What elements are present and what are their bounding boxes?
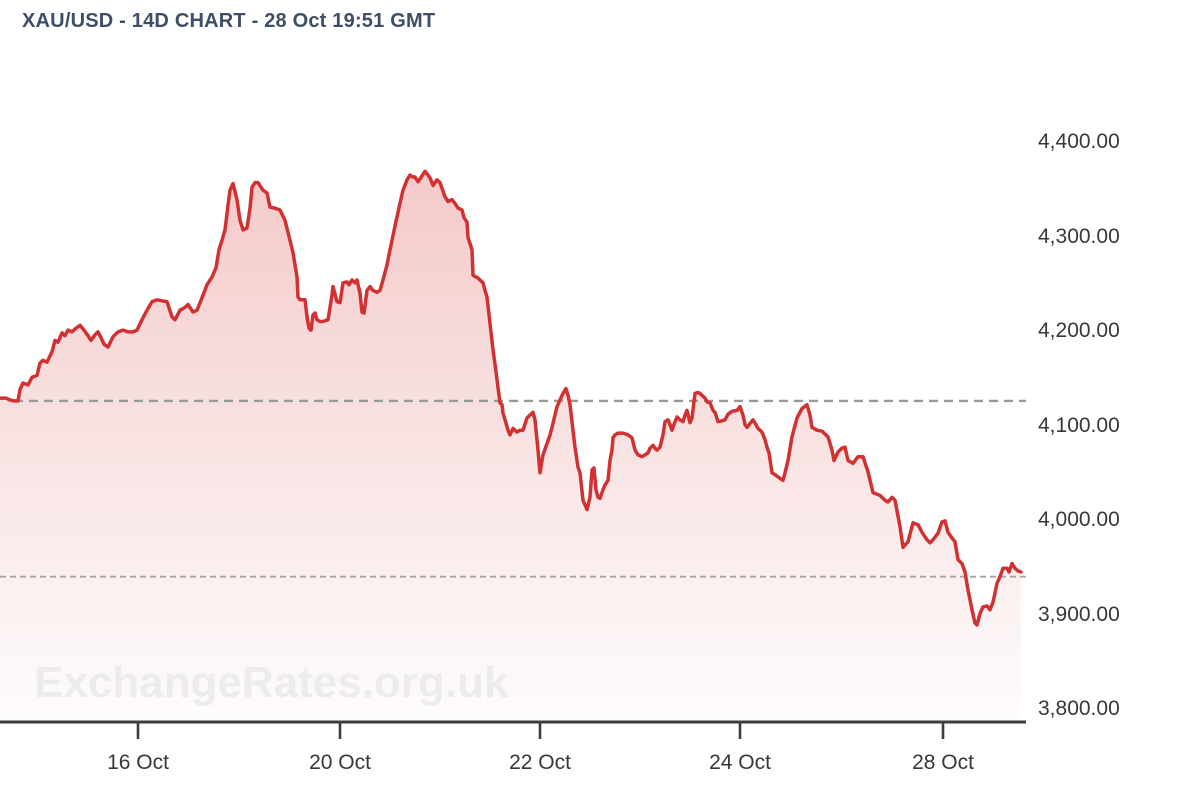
x-axis-label: 28 Oct <box>912 751 974 774</box>
chart-title: XAU/USD - 14D CHART - 28 Oct 19:51 GMT <box>22 10 436 32</box>
x-axis-label: 22 Oct <box>509 751 571 774</box>
x-axis-label: 20 Oct <box>309 751 371 774</box>
y-axis-label: 4,100.00 <box>1038 413 1120 437</box>
y-axis-label: 4,400.00 <box>1038 130 1120 153</box>
price-area <box>0 171 1021 722</box>
x-axis-label: 24 Oct <box>709 751 771 774</box>
price-line <box>0 169 1023 627</box>
y-axis-label: 3,900.00 <box>1038 602 1120 626</box>
y-axis-label: 4,000.00 <box>1038 508 1120 531</box>
y-axis-label: 4,300.00 <box>1038 224 1120 248</box>
y-axis-label: 4,200.00 <box>1038 319 1120 342</box>
y-axis-label: 3,800.00 <box>1038 697 1120 720</box>
x-axis-label: 16 Oct <box>107 751 169 774</box>
